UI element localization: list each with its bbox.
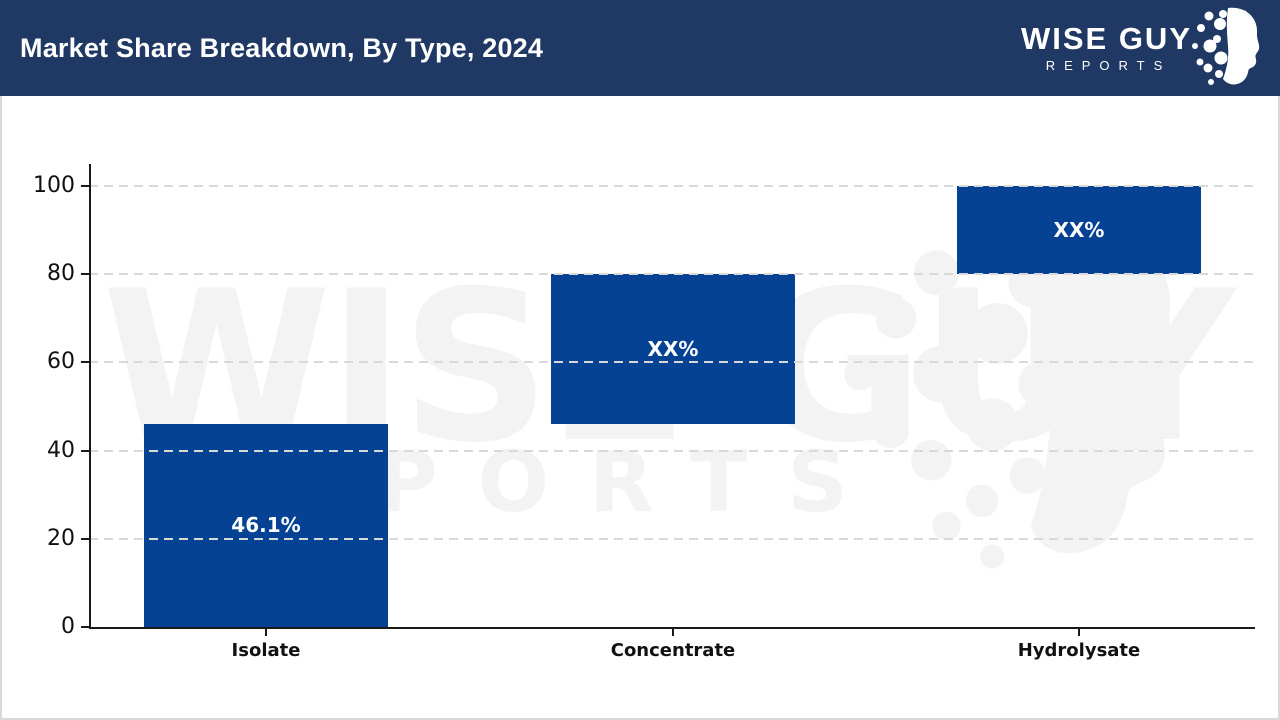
bar-hydrolysate: XX% [957, 186, 1201, 275]
y-axis-label: 80 [47, 261, 75, 287]
y-axis-tick [81, 626, 89, 628]
logo-head-icon [1192, 7, 1260, 85]
x-axis-category-label: Concentrate [610, 640, 736, 661]
chart-area: WISE GUY REPORTS 0 20 40 60 80 100 46.1% Isolat… [0, 96, 1280, 720]
x-axis-tick [672, 629, 674, 636]
gridline-80 [89, 273, 1255, 276]
x-axis-category-label: Hydrolysate [1017, 640, 1141, 661]
x-axis-tick [265, 629, 267, 636]
y-axis-tick [81, 361, 89, 364]
logo-wordmark-line1: WISE GUY [1020, 21, 1192, 57]
bar-value-label: XX% [1053, 218, 1105, 243]
chart-title: Market Share Breakdown, By Type, 2024 [20, 32, 544, 63]
logo-wordmark: WISE GUY REPORTS [1021, 23, 1192, 73]
y-axis-label: 20 [47, 525, 75, 551]
y-axis-tick [81, 185, 89, 187]
bar-value-label: 46.1% [231, 513, 301, 538]
y-axis-label: 0 [61, 614, 75, 639]
gridline-100 [89, 185, 1255, 187]
wise-guy-reports-logo: WISE GUY REPORTS [1021, 6, 1266, 90]
y-axis-label: 60 [47, 349, 75, 375]
header-bar: Market Share Breakdown, By Type, 2024 WI… [0, 0, 1280, 96]
y-axis-label: 100 [33, 173, 75, 198]
logo-wordmark-line2: REPORTS [1045, 57, 1172, 73]
y-axis-label: 40 [47, 437, 75, 463]
gridline-20 [89, 537, 1255, 540]
x-axis-line [89, 627, 1255, 629]
gridline-60 [89, 361, 1255, 364]
bar-concentrate: XX% [551, 274, 795, 424]
y-axis-tick [81, 273, 89, 276]
bar-isolate: 46.1% [144, 423, 388, 627]
x-axis-tick [1078, 629, 1080, 636]
y-axis-line [89, 164, 91, 629]
gridline-40 [89, 449, 1255, 452]
plot: 0 20 40 60 80 100 46.1% Isolate XX% Concentrate XX… [2, 96, 1278, 718]
y-axis-tick [81, 449, 89, 452]
y-axis-tick [81, 537, 89, 540]
bar-value-label: XX% [647, 336, 699, 361]
x-axis-category-label: Isolate [231, 640, 301, 661]
